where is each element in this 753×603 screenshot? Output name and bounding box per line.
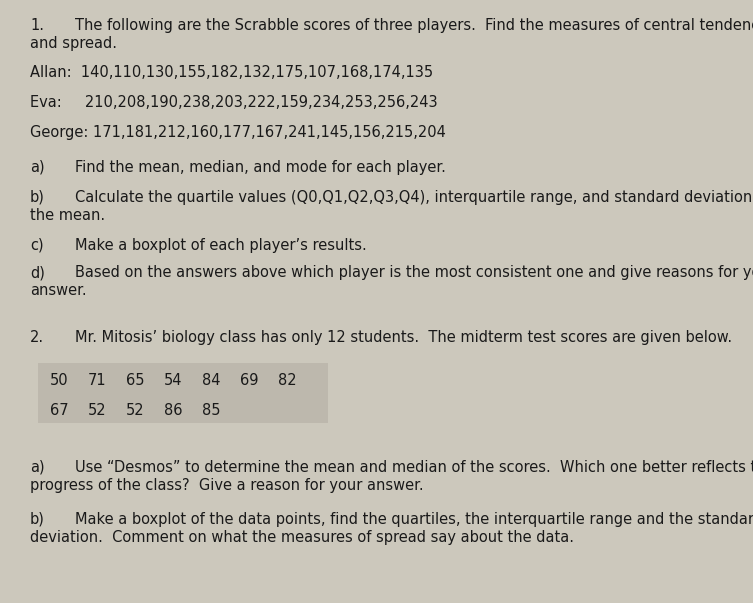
Text: 82: 82 [278, 373, 297, 388]
Text: Calculate the quartile values (Q0,Q1,Q2,Q3,Q4), interquartile range, and standar: Calculate the quartile values (Q0,Q1,Q2,… [75, 190, 753, 205]
Text: b): b) [30, 190, 45, 205]
Text: 52: 52 [126, 403, 145, 418]
Text: Find the mean, median, and mode for each player.: Find the mean, median, and mode for each… [75, 160, 446, 175]
Text: a): a) [30, 460, 44, 475]
Text: progress of the class?  Give a reason for your answer.: progress of the class? Give a reason for… [30, 478, 424, 493]
Text: 86: 86 [164, 403, 182, 418]
Text: the mean.: the mean. [30, 208, 105, 223]
Text: George: 171,181,212,160,177,167,241,145,156,215,204: George: 171,181,212,160,177,167,241,145,… [30, 125, 446, 140]
Text: 71: 71 [88, 373, 107, 388]
Text: c): c) [30, 238, 44, 253]
Text: answer.: answer. [30, 283, 87, 298]
Text: Make a boxplot of the data points, find the quartiles, the interquartile range a: Make a boxplot of the data points, find … [75, 512, 753, 527]
Text: and spread.: and spread. [30, 36, 117, 51]
Text: 1.: 1. [30, 18, 44, 33]
Text: 67: 67 [50, 403, 69, 418]
Text: Based on the answers above which player is the most consistent one and give reas: Based on the answers above which player … [75, 265, 753, 280]
Text: Eva:     210,208,190,238,203,222,159,234,253,256,243: Eva: 210,208,190,238,203,222,159,234,253… [30, 95, 437, 110]
Text: 52: 52 [88, 403, 107, 418]
Text: Use “Desmos” to determine the mean and median of the scores.  Which one better r: Use “Desmos” to determine the mean and m… [75, 460, 753, 475]
Text: 85: 85 [202, 403, 221, 418]
Text: 65: 65 [126, 373, 145, 388]
Text: 2.: 2. [30, 330, 44, 345]
Text: 50: 50 [50, 373, 69, 388]
Text: 54: 54 [164, 373, 182, 388]
Text: 69: 69 [240, 373, 258, 388]
Text: Mr. Mitosis’ biology class has only 12 students.  The midterm test scores are gi: Mr. Mitosis’ biology class has only 12 s… [75, 330, 732, 345]
Text: 84: 84 [202, 373, 221, 388]
Text: The following are the Scrabble scores of three players.  Find the measures of ce: The following are the Scrabble scores of… [75, 18, 753, 33]
Text: Allan:  140,110,130,155,182,132,175,107,168,174,135: Allan: 140,110,130,155,182,132,175,107,1… [30, 65, 433, 80]
Text: a): a) [30, 160, 44, 175]
Text: Make a boxplot of each player’s results.: Make a boxplot of each player’s results. [75, 238, 367, 253]
Text: deviation.  Comment on what the measures of spread say about the data.: deviation. Comment on what the measures … [30, 530, 574, 545]
Text: b): b) [30, 512, 45, 527]
Text: d): d) [30, 265, 45, 280]
FancyBboxPatch shape [38, 363, 328, 423]
